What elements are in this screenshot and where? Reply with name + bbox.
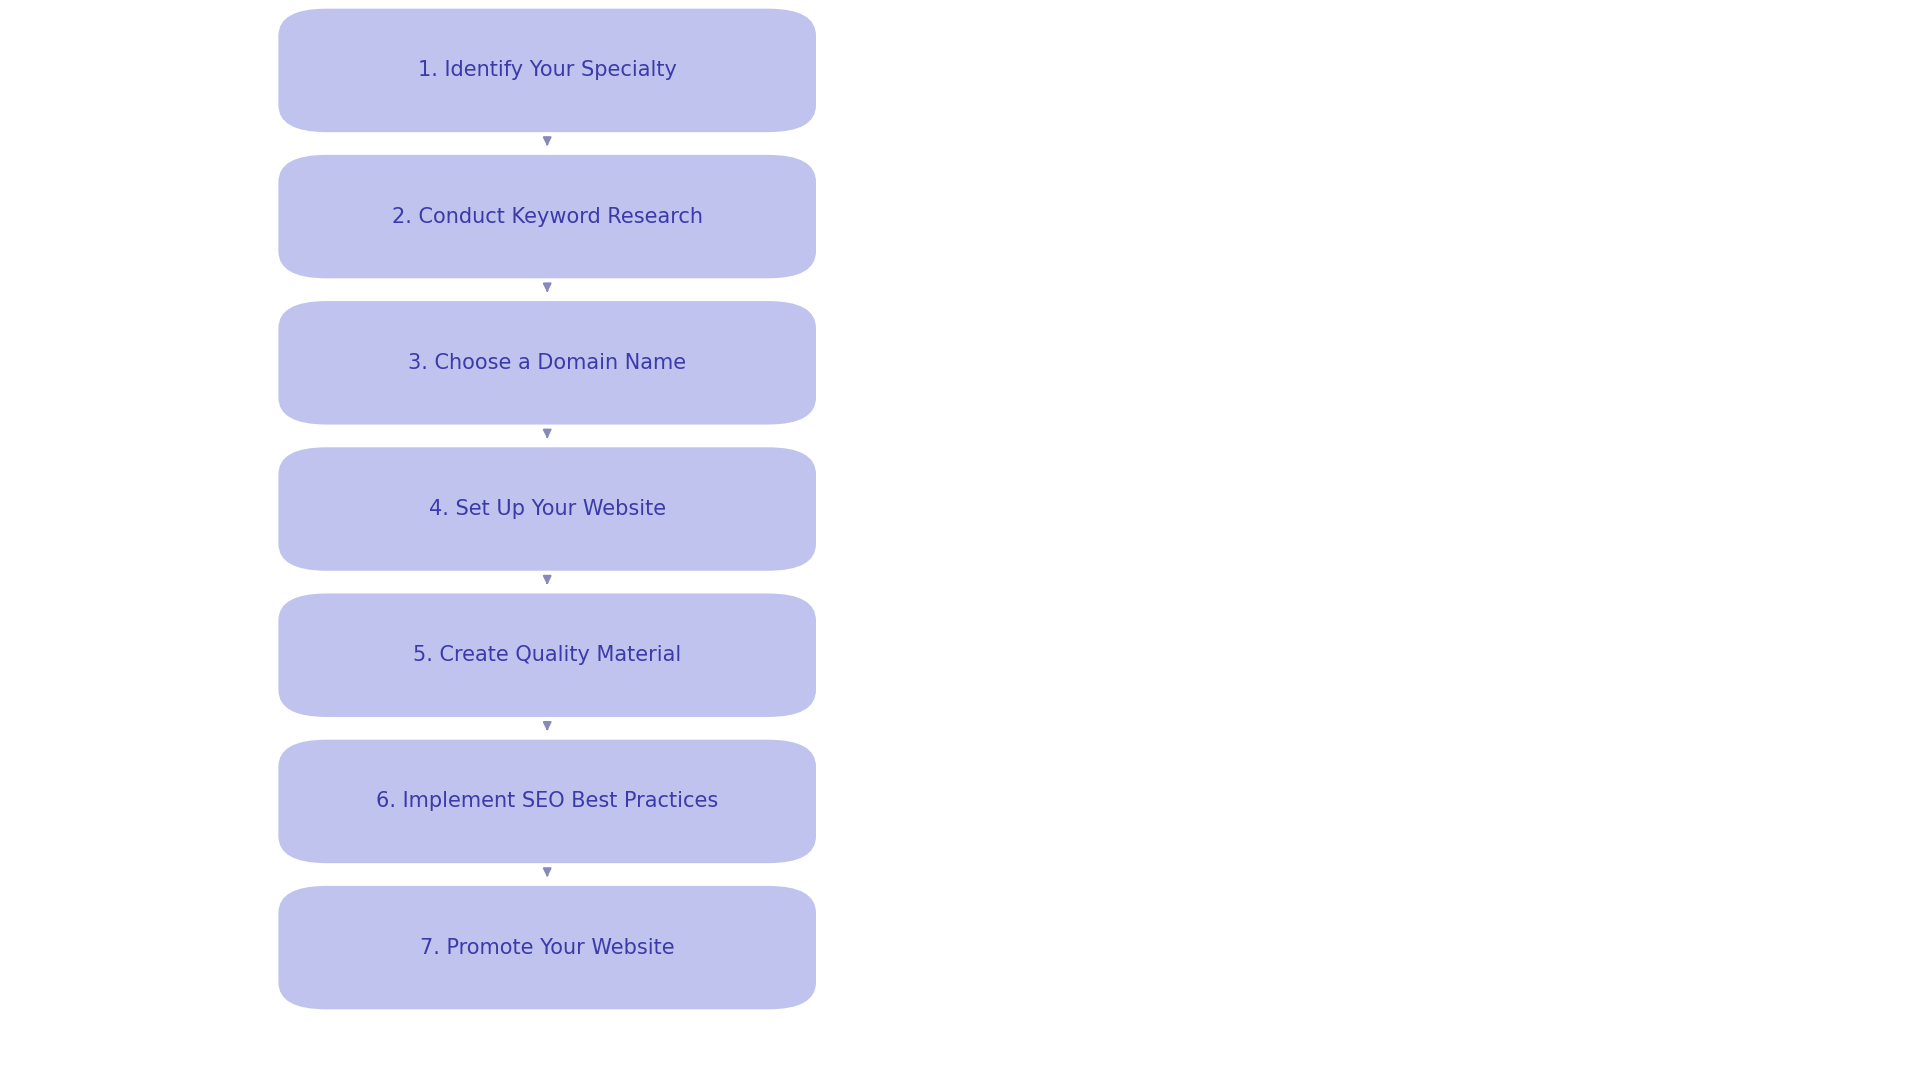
Text: 2. Conduct Keyword Research: 2. Conduct Keyword Research [392, 207, 703, 226]
FancyBboxPatch shape [278, 593, 816, 717]
Text: 3. Choose a Domain Name: 3. Choose a Domain Name [409, 353, 685, 373]
Text: 7. Promote Your Website: 7. Promote Your Website [420, 938, 674, 957]
FancyBboxPatch shape [278, 9, 816, 132]
FancyBboxPatch shape [278, 740, 816, 863]
FancyBboxPatch shape [278, 886, 816, 1009]
Text: 1. Identify Your Specialty: 1. Identify Your Specialty [419, 61, 676, 80]
Text: 6. Implement SEO Best Practices: 6. Implement SEO Best Practices [376, 792, 718, 811]
Text: 5. Create Quality Material: 5. Create Quality Material [413, 645, 682, 665]
Text: 4. Set Up Your Website: 4. Set Up Your Website [428, 499, 666, 519]
FancyBboxPatch shape [278, 447, 816, 571]
FancyBboxPatch shape [278, 155, 816, 278]
FancyBboxPatch shape [278, 301, 816, 425]
